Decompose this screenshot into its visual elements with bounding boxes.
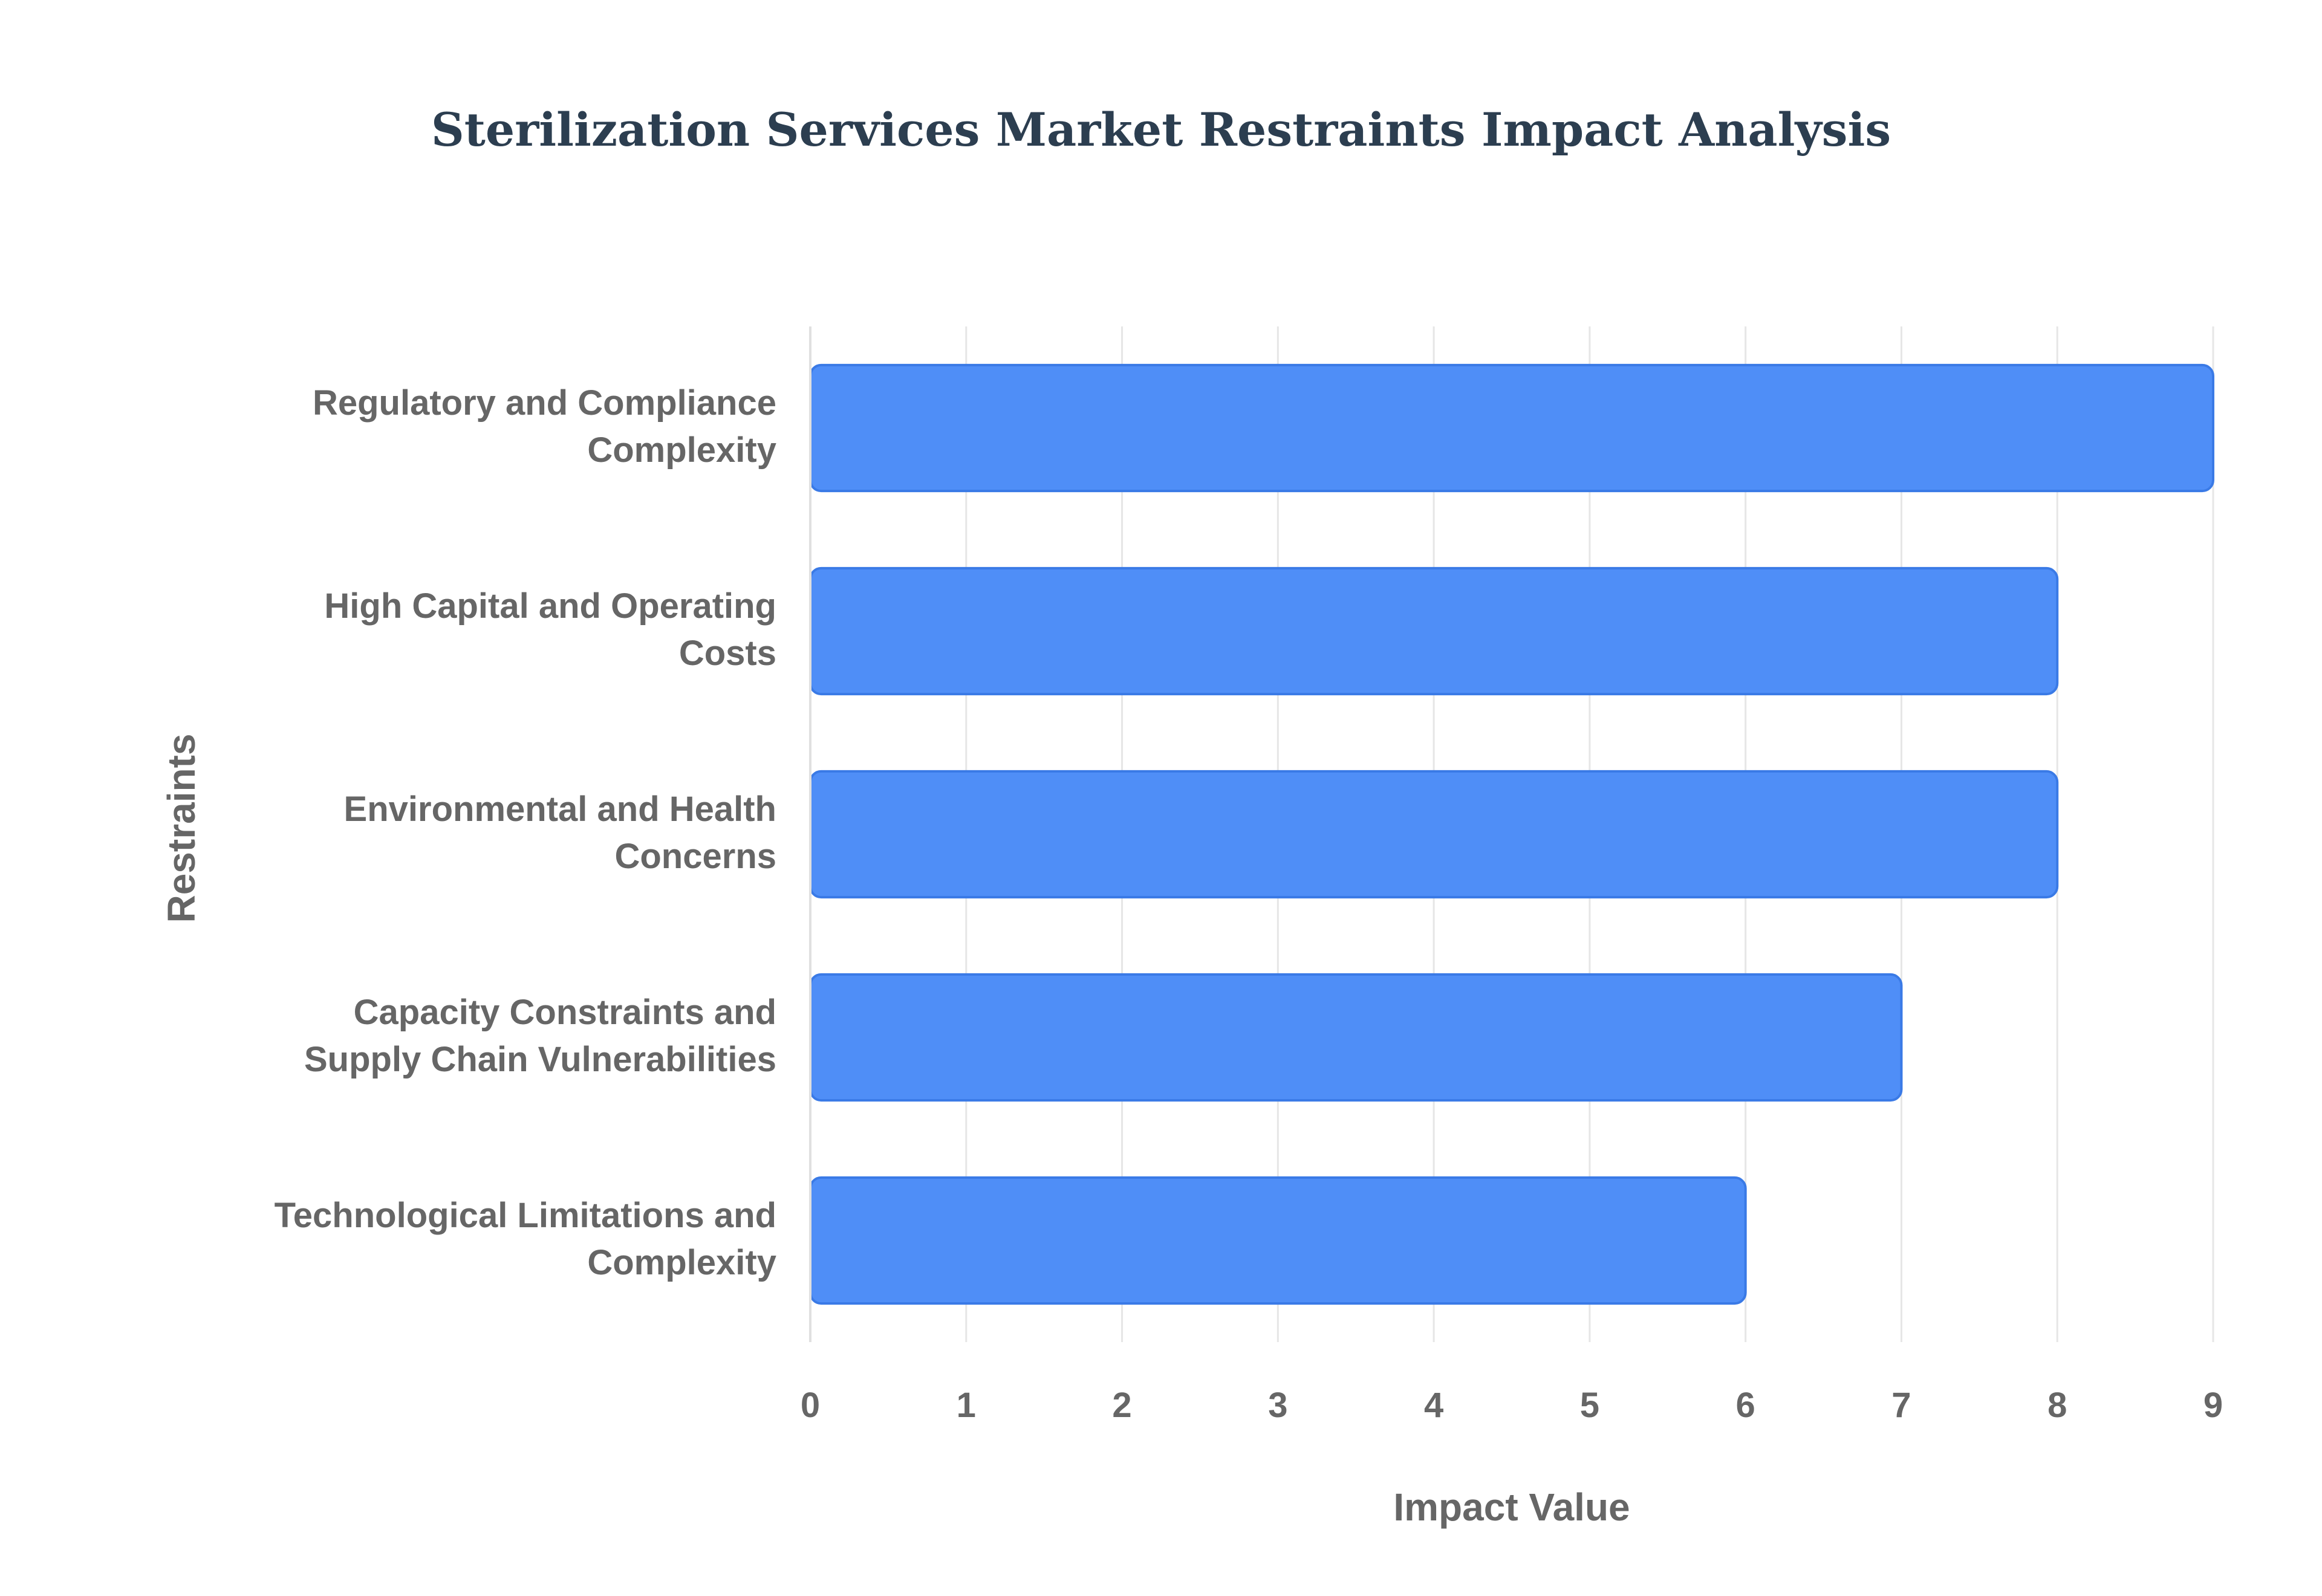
x-axis-title: Impact Value	[1393, 1485, 1630, 1529]
category-label-3: Environmental and Health Concerns	[344, 790, 776, 876]
category-label-5: Technological Limitations and Complexity	[275, 1196, 776, 1282]
bars	[809, 363, 2214, 1305]
x-tick-label-3: 3	[1268, 1386, 1287, 1425]
x-tick-label-4: 4	[1424, 1386, 1443, 1425]
x-tick-label-9: 9	[2203, 1386, 2223, 1425]
category-label-2: High Capital and Operating Costs	[324, 586, 776, 673]
x-tick-label-0: 0	[801, 1386, 820, 1425]
x-tick-label-1: 1	[957, 1386, 976, 1425]
bar-2	[809, 566, 2059, 696]
category-labels: Regulatory and Compliance Complexity High …	[275, 383, 776, 1282]
x-tick-label-8: 8	[2047, 1386, 2067, 1425]
chart-title: Sterilization Services Market Restraints…	[431, 103, 1891, 157]
category-label-4: Capacity Constraints and Supply Chain Vul…	[304, 993, 776, 1079]
bar-1	[809, 363, 2214, 493]
y-axis-title: Restraints	[160, 734, 203, 923]
category-label-1: Regulatory and Compliance Complexity	[313, 383, 776, 470]
bar-5	[809, 1176, 1747, 1305]
x-tick-label-6: 6	[1736, 1386, 1755, 1425]
x-tick-labels: 0 1 2 3 4 5 6 7 8 9	[801, 1386, 2223, 1425]
x-tick-label-5: 5	[1580, 1386, 1599, 1425]
bar-4	[809, 973, 1903, 1102]
bar-3	[809, 770, 2059, 899]
x-tick-label-2: 2	[1112, 1386, 1131, 1425]
x-tick-label-7: 7	[1891, 1386, 1911, 1425]
